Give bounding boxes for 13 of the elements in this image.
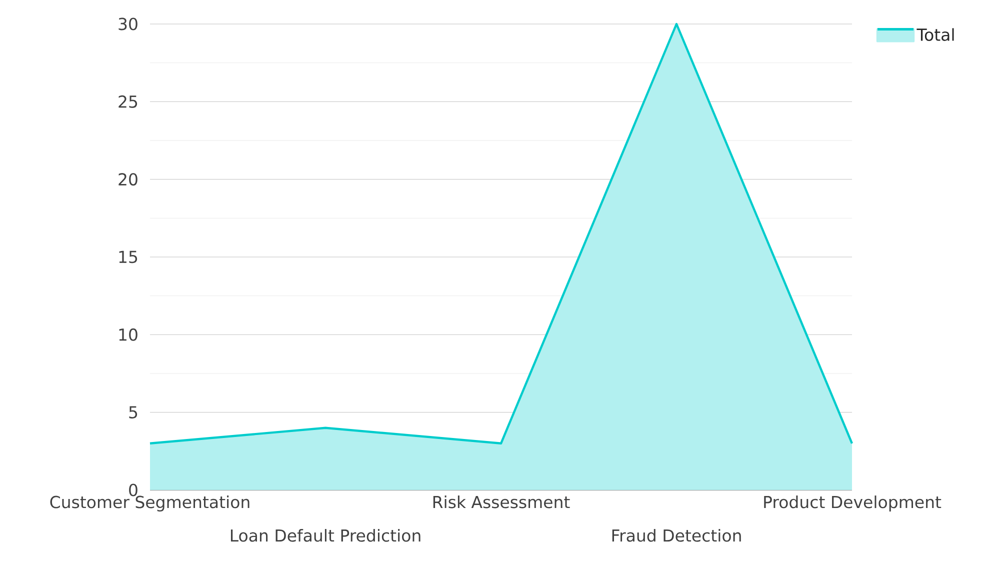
y-tick-label: 30	[118, 18, 138, 30]
x-tick-label: Fraud Detection	[612, 528, 741, 542]
x-tick-label: Customer Segmentation	[50, 496, 250, 512]
y-tick-label: 15	[119, 250, 138, 264]
x-tick-label: Product Development	[764, 496, 942, 512]
x-tick-label: Risk Assessment	[433, 496, 570, 508]
y-tick-label: 10	[119, 328, 138, 341]
legend-label: Total	[916, 28, 954, 41]
x-tick-label: Loan Default Prediction	[230, 528, 420, 542]
y-tick-label: 0	[129, 484, 138, 496]
y-tick-label: 25	[118, 95, 138, 108]
y-tick-label: 5	[129, 406, 138, 418]
y-tick-label: 20	[118, 173, 138, 186]
